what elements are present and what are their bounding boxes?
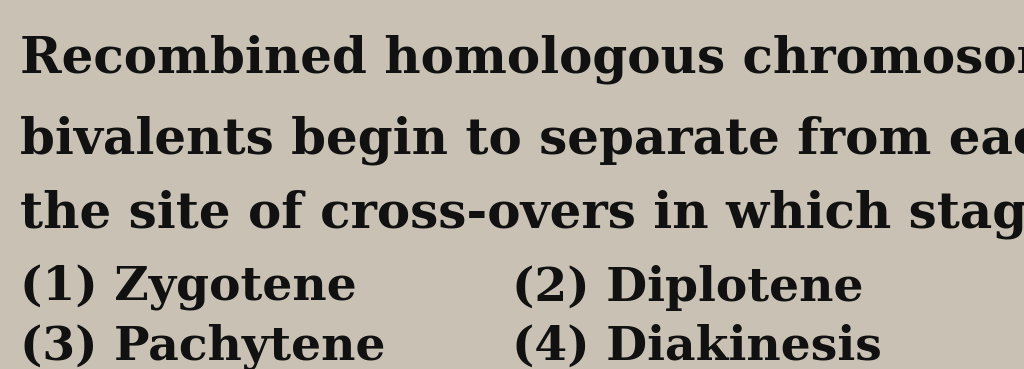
Text: (3) Pachytene: (3) Pachytene [20, 324, 386, 369]
Text: the site of cross-overs in which stage of meiosis?: the site of cross-overs in which stage o… [20, 189, 1024, 239]
Text: Recombined homologous chromosomes of the: Recombined homologous chromosomes of the [20, 34, 1024, 84]
Text: (1) Zygotene: (1) Zygotene [20, 265, 357, 311]
Text: (2) Diplotene: (2) Diplotene [512, 265, 863, 311]
Text: bivalents begin to separate from each other: bivalents begin to separate from each ot… [20, 115, 1024, 165]
Text: (4) Diakinesis: (4) Diakinesis [512, 324, 882, 369]
